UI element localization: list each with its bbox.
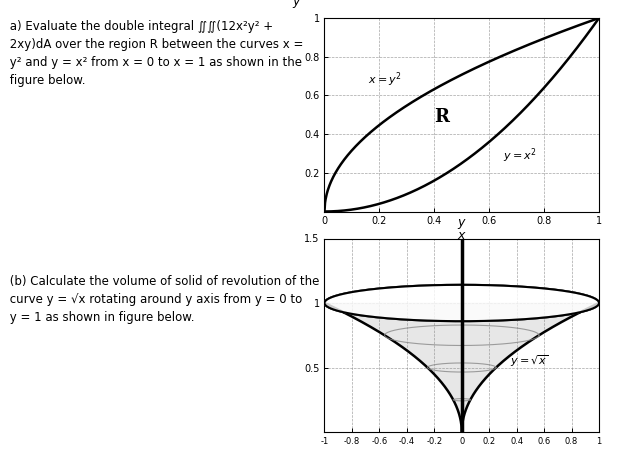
X-axis label: $x$: $x$ (457, 449, 467, 450)
Y-axis label: $y$: $y$ (457, 217, 467, 231)
Text: $y = x^2$: $y = x^2$ (503, 146, 537, 165)
Text: a) Evaluate the double integral ∬∬(12x²y² +
 2xy)dA over the region R between th: a) Evaluate the double integral ∬∬(12x²y… (6, 20, 304, 87)
Text: $y = \sqrt{x}$: $y = \sqrt{x}$ (510, 353, 548, 369)
Text: R: R (434, 108, 449, 126)
Text: (b) Calculate the volume of solid of revolution of the
 curve y = √x rotating ar: (b) Calculate the volume of solid of rev… (6, 275, 319, 324)
Y-axis label: $y$: $y$ (292, 0, 302, 10)
Polygon shape (324, 285, 599, 321)
Text: $x = y^2$: $x = y^2$ (368, 71, 402, 89)
X-axis label: $x$: $x$ (457, 229, 467, 242)
